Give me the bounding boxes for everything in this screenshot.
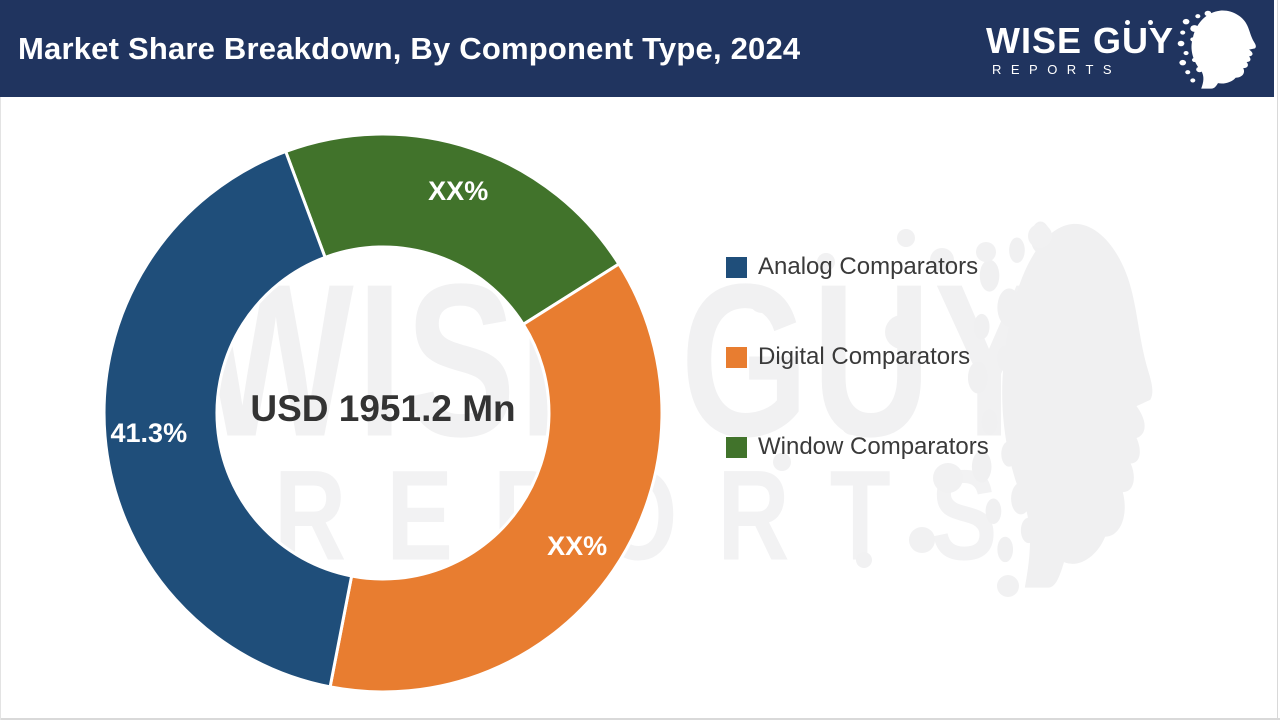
legend-item-digital-comparators: Digital Comparators <box>726 342 989 372</box>
watermark-dot <box>997 575 1019 597</box>
watermark-dot <box>856 552 872 568</box>
legend-label-digital: Digital Comparators <box>758 343 971 370</box>
logo-subtext: REPORTS <box>991 61 1122 77</box>
page-left-edge <box>0 97 1 720</box>
legend-label-window: Window Comparators <box>758 433 989 460</box>
header: Market Share Breakdown, By Component Typ… <box>0 0 1274 97</box>
watermark-dot <box>897 229 915 247</box>
watermark-dot <box>773 453 791 471</box>
logo-dot-icon <box>1124 19 1130 25</box>
page-right-edge <box>1277 0 1278 720</box>
watermark-dot <box>909 527 935 553</box>
legend-swatch-analog <box>726 256 747 278</box>
legend-swatch-digital <box>726 346 747 368</box>
legend-swatch-window <box>726 436 747 458</box>
watermark-dot <box>817 253 835 271</box>
chart-legend: Analog Comparators Digital Comparators W… <box>726 252 989 522</box>
donut-slice-window-comparators <box>283 132 621 327</box>
donut-slice-digital-comparators <box>328 261 664 694</box>
watermark-dot <box>933 463 963 493</box>
logo-face-icon <box>1177 10 1256 89</box>
watermark-dot <box>885 315 919 349</box>
logo-dot-icon <box>1147 19 1153 25</box>
page-bottom-edge <box>0 718 1280 720</box>
donut-center-value: USD 1951.2 Mn <box>250 388 515 429</box>
page-title: Market Share Breakdown, By Component Typ… <box>18 30 801 66</box>
slice-value-label: 41.3% <box>111 418 188 448</box>
watermark-dot <box>1028 224 1052 248</box>
slice-value-label: XX% <box>547 531 607 561</box>
wise-guy-logo: WISE GUY REPORTS <box>986 6 1260 92</box>
legend-item-analog-comparators: Analog Comparators <box>726 252 989 282</box>
legend-label-analog: Analog Comparators <box>758 253 979 280</box>
watermark-dot <box>930 248 954 272</box>
slice-value-label: XX% <box>428 176 488 206</box>
logo-wordmark: WISE GUY <box>985 19 1174 61</box>
legend-item-window-comparators: Window Comparators <box>726 432 989 462</box>
watermark-dot <box>841 413 863 435</box>
donut-slice-analog-comparators <box>102 149 354 689</box>
watermark-dot <box>976 242 996 262</box>
watermark-dot <box>749 287 775 313</box>
logo-text: WISE GUY REPORTS <box>985 19 1174 77</box>
